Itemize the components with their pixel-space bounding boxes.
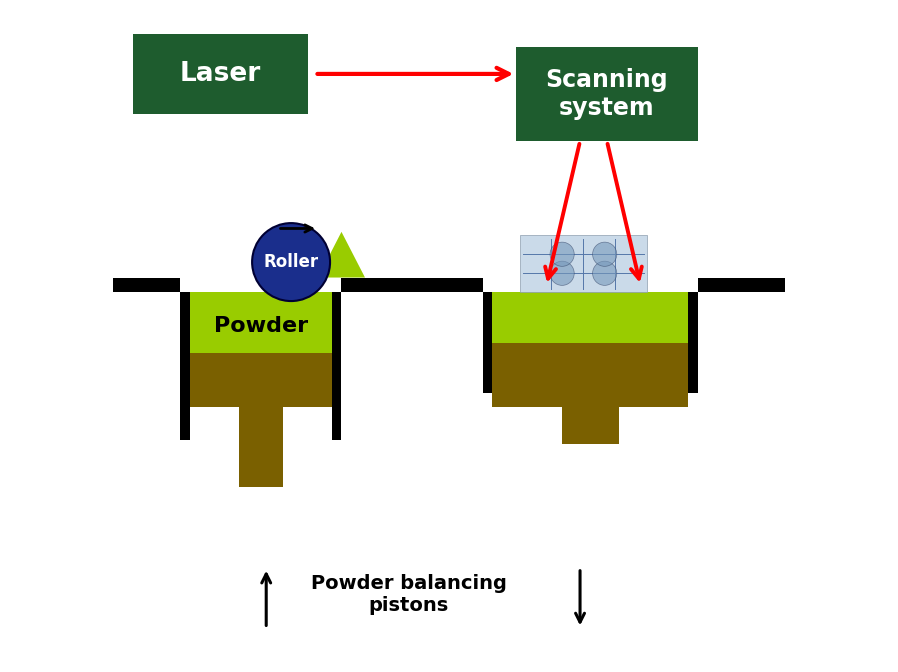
Bar	[332, 292, 341, 440]
Circle shape	[550, 261, 574, 286]
Bar	[341, 278, 482, 292]
Bar	[482, 292, 492, 393]
Circle shape	[550, 242, 574, 266]
Text: Roller: Roller	[263, 253, 319, 271]
Circle shape	[593, 242, 617, 266]
Bar	[520, 235, 647, 292]
Text: Scanning
system: Scanning system	[546, 68, 668, 120]
Bar	[516, 47, 698, 141]
Bar	[492, 343, 688, 407]
Bar	[113, 278, 180, 292]
Bar	[189, 353, 332, 407]
Bar	[561, 407, 619, 444]
Text: Laser: Laser	[180, 61, 261, 87]
Text: Powder: Powder	[214, 316, 308, 336]
Bar	[688, 292, 698, 393]
Bar	[492, 292, 688, 343]
Bar	[698, 278, 785, 292]
Bar	[239, 407, 283, 487]
Text: Powder balancing
pistons: Powder balancing pistons	[311, 574, 506, 616]
Bar	[133, 34, 308, 114]
Polygon shape	[318, 232, 365, 278]
Bar	[180, 292, 189, 440]
Circle shape	[593, 261, 617, 286]
Circle shape	[252, 223, 330, 301]
Bar	[189, 292, 332, 353]
